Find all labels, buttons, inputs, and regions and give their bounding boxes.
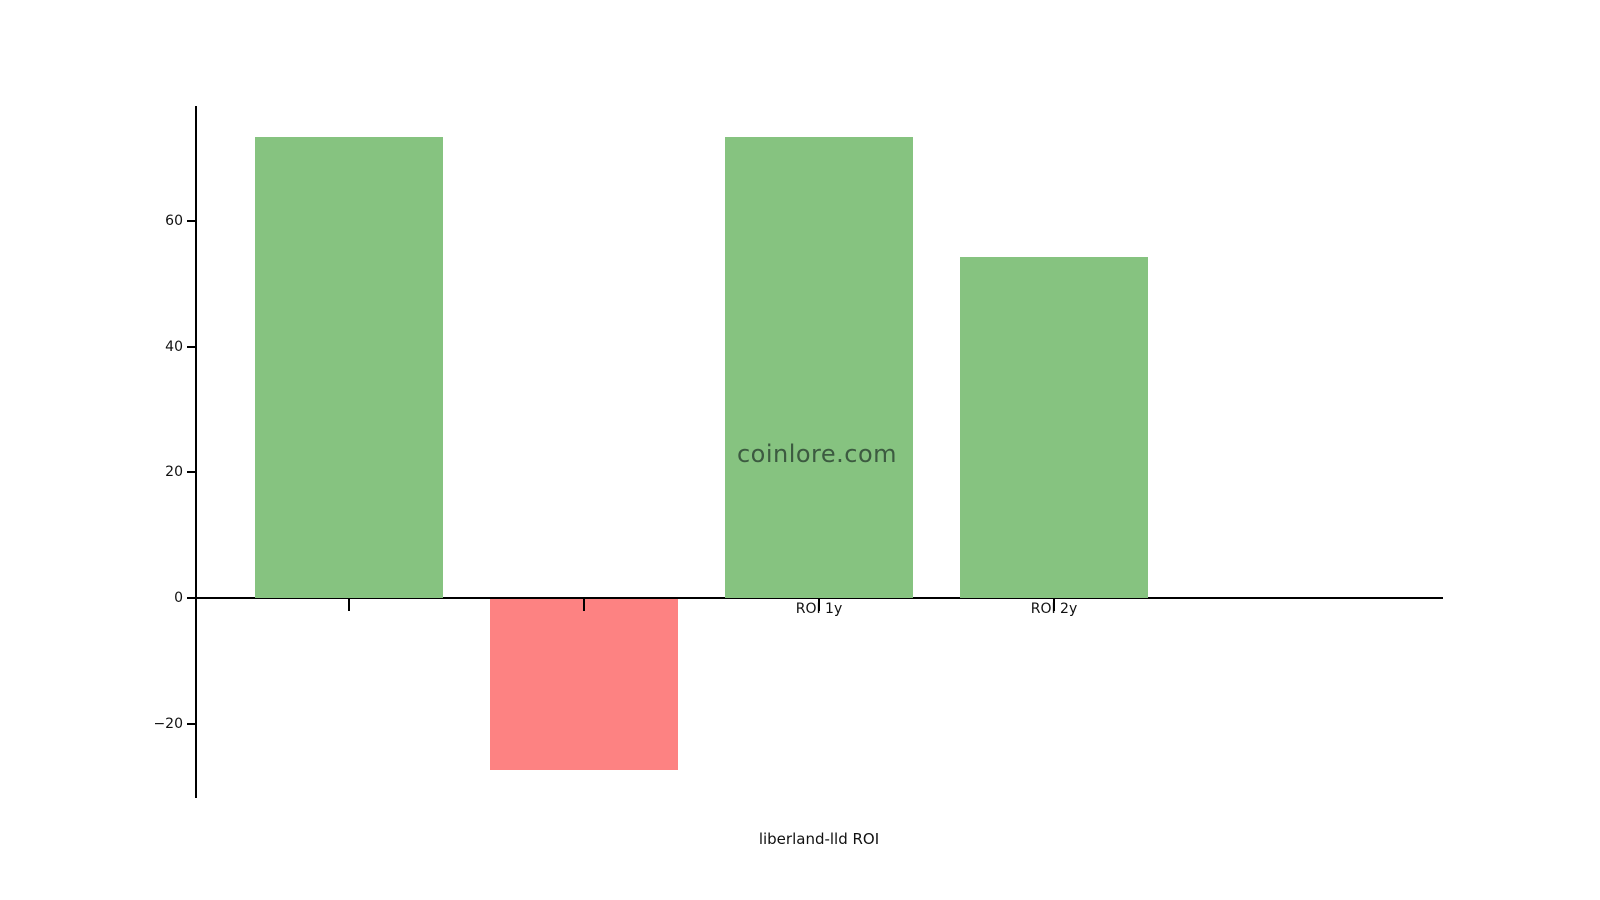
y-tick-label: 20: [165, 464, 183, 480]
x-axis-zero-line: [195, 597, 1443, 599]
y-tick-label: 60: [165, 213, 183, 229]
y-tick-mark: [187, 220, 195, 222]
bar-slot-0: [255, 137, 443, 598]
bar-roi-2y: [960, 257, 1148, 598]
bar-slot-1: [490, 599, 678, 770]
chart-title: liberland-lld ROI: [758, 830, 880, 848]
y-tick-label: −20: [153, 716, 183, 732]
y-tick-label: 40: [165, 339, 183, 355]
y-tick-mark: [187, 471, 195, 473]
x-tick-mark: [818, 599, 820, 611]
x-tick-mark: [1053, 599, 1055, 611]
y-tick-mark: [187, 346, 195, 348]
y-tick-mark: [187, 723, 195, 725]
y-tick-mark: [187, 597, 195, 599]
x-tick-mark: [583, 599, 585, 611]
bar-roi-1y: [725, 137, 913, 598]
y-axis-spine: [195, 106, 197, 798]
watermark-text: coinlore.com: [736, 440, 898, 468]
y-tick-label: 0: [174, 590, 183, 606]
x-tick-mark: [348, 599, 350, 611]
